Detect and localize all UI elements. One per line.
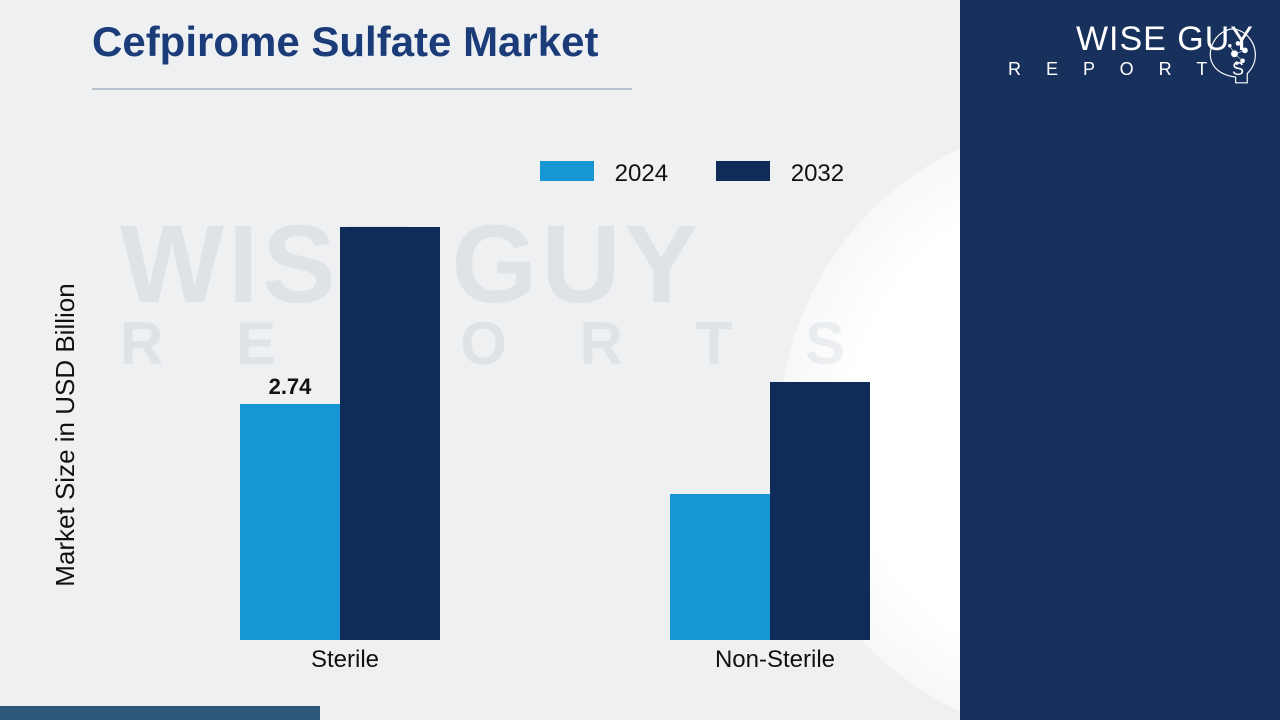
xlabel-nonsterile: Non-Sterile [670,646,880,674]
legend-label-2024: 2024 [615,160,668,187]
page: WISE GUY R E P O R T S WISE GUY R E P O … [0,0,1280,720]
legend-swatch-2032 [716,161,770,181]
legend-item-2032: 2032 [716,160,844,188]
bar-nonsterile-2024 [670,494,770,640]
bar-label-sterile-2024: 2.74 [240,374,340,400]
plot: 2.74 Sterile Non-Sterile [110,210,960,640]
bar-nonsterile-2032 [770,382,870,640]
title-wrap: Cefpirome Sulfate Market [92,18,632,90]
bar-sterile-2024 [240,404,340,640]
chart-title: Cefpirome Sulfate Market [92,18,632,66]
chart-area: Market Size in USD Billion 2024 2032 2.7… [60,150,960,690]
bottom-accent-bar [0,706,320,720]
group-sterile: 2.74 Sterile [240,210,450,640]
legend-swatch-2024 [540,161,594,181]
legend-label-2032: 2032 [791,160,844,187]
y-axis-label: Market Size in USD Billion [50,220,81,650]
legend-item-2024: 2024 [540,160,668,188]
brand-head-icon [1202,26,1260,84]
bar-sterile-2032 [340,227,440,640]
brand-logo: WISE GUY R E P O R T S [1008,20,1254,80]
xlabel-sterile: Sterile [240,646,450,674]
group-nonsterile: Non-Sterile [670,210,880,640]
legend: 2024 2032 [540,160,844,188]
right-panel [960,0,1280,720]
